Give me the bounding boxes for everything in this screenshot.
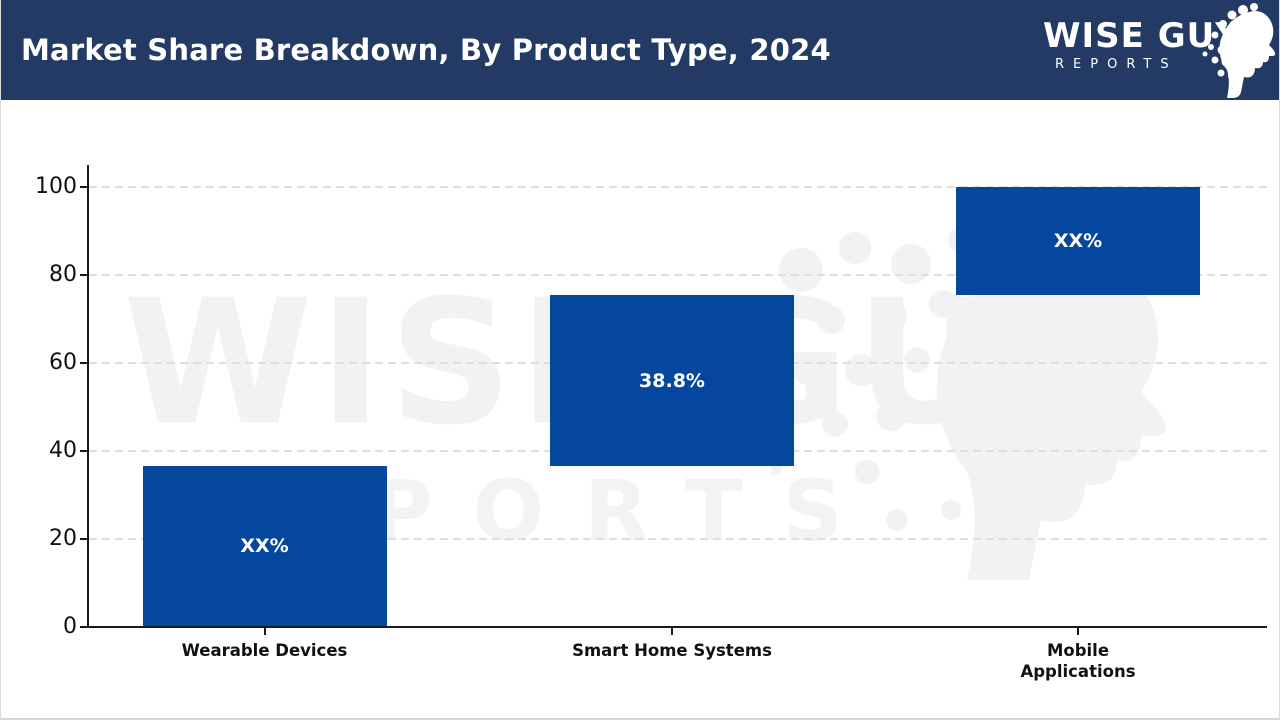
y-tick-label: 20 (49, 526, 77, 551)
bar-value-label: XX% (1053, 230, 1103, 253)
wiseguy-logo-text: WISE GUY (1043, 16, 1241, 56)
bar-1: XX% (142, 465, 387, 627)
y-tick-mark (80, 362, 87, 364)
x-tick-mark (671, 628, 673, 635)
bar-value-label: XX% (240, 535, 289, 558)
y-tick-label: 0 (63, 614, 77, 639)
gridline-y100 (89, 186, 1267, 188)
y-tick-mark (80, 274, 87, 276)
wiseguy-logo-subtext: REPORTS (1055, 57, 1178, 72)
header-bar: Market Share Breakdown, By Product Type,… (1, 0, 1279, 100)
x-tick-mark (263, 628, 266, 635)
y-tick-label: 80 (49, 262, 77, 287)
y-tick-mark (80, 450, 87, 452)
chart-title: Market Share Breakdown, By Product Type,… (21, 33, 831, 67)
y-tick-label: 40 (49, 438, 77, 463)
gridline-y20 (89, 538, 1267, 540)
y-axis-spine (87, 165, 89, 628)
y-tick-label: 100 (35, 174, 77, 199)
wiseguy-head-icon (1202, 3, 1276, 98)
gridline-y80 (89, 274, 1267, 276)
y-tick-label: 60 (49, 350, 77, 375)
y-tick-mark (80, 626, 87, 628)
x-category-label: Wearable Devices (181, 641, 348, 660)
x-category-label: Smart Home Systems (572, 641, 772, 660)
bar-value-label: 38.8% (639, 369, 705, 392)
x-axis-spine (87, 626, 1267, 628)
y-tick-mark (80, 538, 87, 540)
bar-3: XX% (956, 187, 1200, 296)
x-tick-mark (1077, 628, 1079, 635)
y-tick-mark (80, 186, 87, 188)
bar-2: 38.8% (550, 295, 794, 466)
x-category-label: Mobile Applications (1020, 641, 1136, 681)
